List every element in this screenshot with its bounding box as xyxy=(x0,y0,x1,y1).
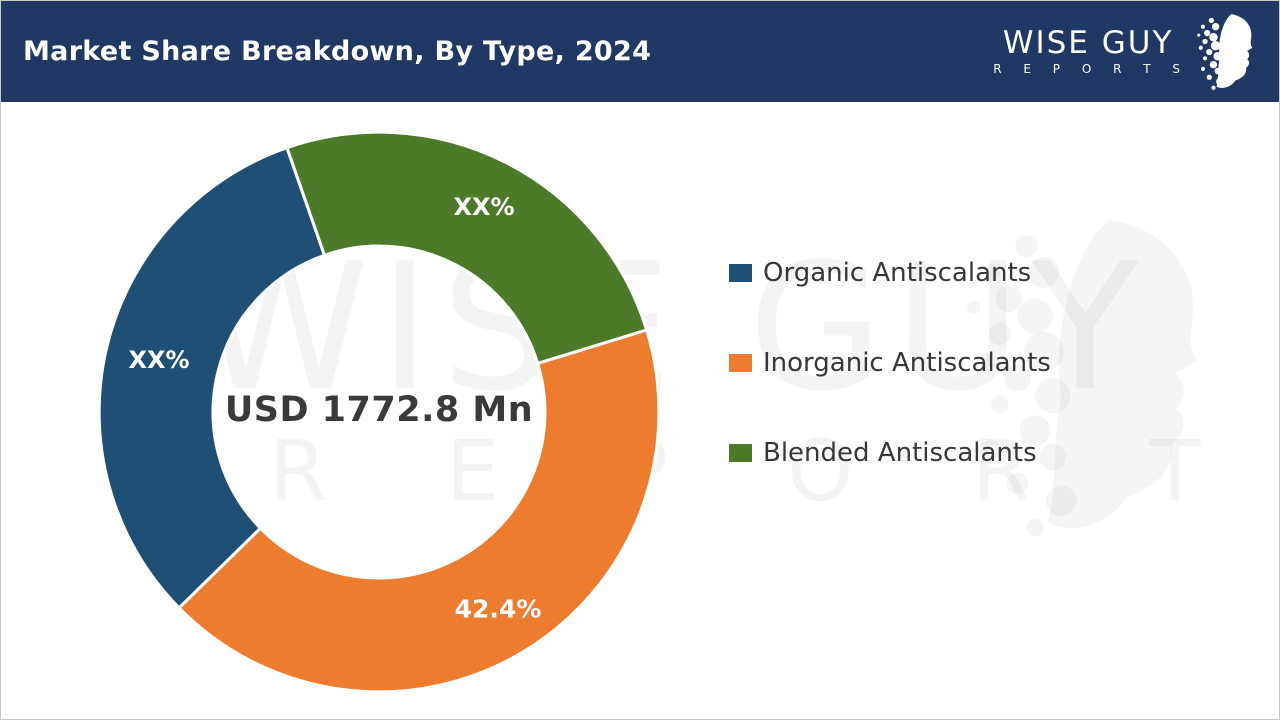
slice-blended-antiscalants xyxy=(285,130,649,365)
legend-label-inorganic: Inorganic Antiscalants xyxy=(763,348,1051,378)
logo-face-icon xyxy=(1197,13,1253,90)
slice-label-inorganic: 42.4% xyxy=(454,594,542,624)
slice-inorganic-antiscalants xyxy=(177,328,661,694)
logo-wordmark: WISE GUY xyxy=(1002,25,1174,61)
legend-item-blended: Blended Antiscalants xyxy=(729,437,1051,469)
legend-item-inorganic: Inorganic Antiscalants xyxy=(729,347,1051,379)
slice-label-organic: XX% xyxy=(128,346,190,374)
header-bar: Market Share Breakdown, By Type, 2024 WI… xyxy=(1,1,1279,102)
legend-label-organic: Organic Antiscalants xyxy=(763,258,1032,288)
legend-swatch-organic-icon xyxy=(729,264,752,282)
chart-legend: Organic Antiscalants Inorganic Antiscala… xyxy=(729,257,1051,527)
legend-item-organic: Organic Antiscalants xyxy=(729,257,1051,289)
legend-swatch-inorganic-icon xyxy=(729,354,752,372)
page-title: Market Share Breakdown, By Type, 2024 xyxy=(23,36,652,67)
slice-organic-antiscalants xyxy=(97,146,326,610)
wiseguy-logo: WISE GUY R E P O R T S xyxy=(987,12,1257,92)
logo-reports-text: R E P O R T S xyxy=(993,62,1189,76)
legend-swatch-blended-icon xyxy=(729,444,752,462)
chart-center-total: USD 1772.8 Mn xyxy=(224,390,534,430)
slice-label-blended: XX% xyxy=(453,193,515,221)
legend-label-blended: Blended Antiscalants xyxy=(763,438,1037,468)
